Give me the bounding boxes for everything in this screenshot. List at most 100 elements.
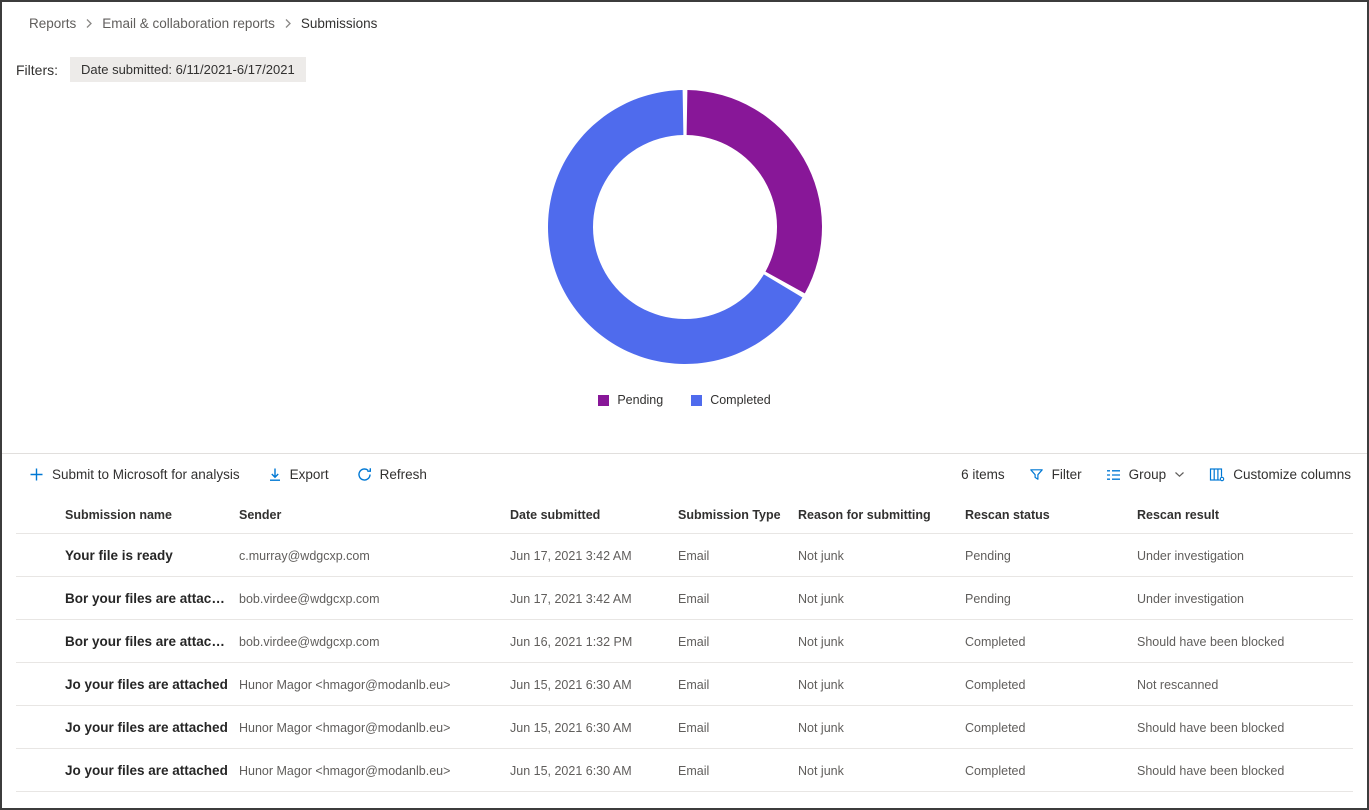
cell-submission-name: Jo your files are attached [16,705,239,749]
table-body: Your file is ready c.murray@wdgcxp.com Jun… [16,533,1353,792]
cell-date-submitted: Jun 15, 2021 6:30 AM [510,748,678,792]
donut-slice-pending[interactable] [686,90,822,294]
filter-button[interactable]: Filter [1029,467,1082,482]
cell-sender: Hunor Magor <hmagor@modanlb.eu> [239,662,510,706]
filter-icon [1029,468,1044,482]
cell-reason-for-submitting: Not junk [798,619,965,663]
cell-reason-for-submitting: Not junk [798,576,965,620]
cell-submission-name: Your file is ready [16,533,239,577]
customize-columns-button[interactable]: Customize columns [1209,467,1351,482]
cell-rescan-status: Completed [965,748,1137,792]
cell-sender: bob.virdee@wdgcxp.com [239,576,510,620]
cell-submission-type: Email [678,533,798,577]
items-count: 6 items [961,467,1005,482]
cell-submission-type: Email [678,748,798,792]
cell-submission-type: Email [678,576,798,620]
chevron-right-icon [284,18,292,29]
column-header[interactable]: Submission name [16,495,239,534]
cell-reason-for-submitting: Not junk [798,748,965,792]
cell-sender: Hunor Magor <hmagor@modanlb.eu> [239,748,510,792]
cell-rescan-status: Pending [965,576,1137,620]
customize-columns-icon [1209,467,1225,482]
table-row[interactable]: Jo your files are attached Hunor Magor <h… [16,705,1353,749]
cell-sender: bob.virdee@wdgcxp.com [239,619,510,663]
column-header[interactable]: Submission Type [678,495,798,534]
column-header[interactable]: Rescan status [965,495,1137,534]
table-row[interactable]: Jo your files are attached Hunor Magor <h… [16,662,1353,706]
donut-chart[interactable] [545,87,825,367]
export-icon [268,467,282,482]
breadcrumb: Reports Email & collaboration reports Su… [2,2,1367,31]
column-header[interactable]: Sender [239,495,510,534]
breadcrumb-submissions[interactable]: Submissions [300,16,378,31]
refresh-button[interactable]: Refresh [357,467,427,482]
chart-area: Pending Completed [2,87,1367,407]
toolbar-left: Submit to Microsoft for analysis Export … [29,467,427,482]
breadcrumb-email-collab-reports[interactable]: Email & collaboration reports [102,16,275,31]
filters-row: Filters: Date submitted: 6/11/2021-6/17/… [2,31,1367,82]
donut-slice-completed[interactable] [547,90,802,364]
chart-legend: Pending Completed [598,393,771,407]
submit-to-microsoft-label: Submit to Microsoft for analysis [52,467,240,482]
legend-item-completed[interactable]: Completed [691,393,771,407]
cell-reason-for-submitting: Not junk [798,705,965,749]
toolbar-right: 6 items Filter Group Cust [961,467,1351,482]
chevron-right-icon [85,18,93,29]
cell-rescan-status: Completed [965,705,1137,749]
cell-rescan-status: Completed [965,619,1137,663]
cell-rescan-result: Under investigation [1137,533,1353,577]
column-header[interactable]: Rescan result [1137,495,1353,534]
group-icon [1106,468,1121,482]
table-row[interactable]: Jo your files are attached Hunor Magor <h… [16,748,1353,792]
cell-reason-for-submitting: Not junk [798,533,965,577]
cell-date-submitted: Jun 15, 2021 6:30 AM [510,662,678,706]
chevron-down-icon [1174,471,1185,478]
breadcrumb-reports[interactable]: Reports [29,16,77,31]
refresh-icon [357,467,372,482]
cell-submission-name: Bor your files are attached [16,576,239,620]
cell-rescan-status: Completed [965,662,1137,706]
table-row[interactable]: Your file is ready c.murray@wdgcxp.com Jun… [16,533,1353,577]
cell-submission-type: Email [678,705,798,749]
cell-submission-name: Jo your files are attached [16,662,239,706]
export-button[interactable]: Export [268,467,329,482]
table-row[interactable]: Bor your files are attached bob.virdee@wd… [16,576,1353,620]
column-header[interactable]: Date submitted [510,495,678,534]
cell-date-submitted: Jun 17, 2021 3:42 AM [510,533,678,577]
legend-swatch [691,394,703,406]
table-row[interactable]: Bor your files are attached bob.virdee@wd… [16,619,1353,663]
customize-columns-label: Customize columns [1233,467,1351,482]
group-label: Group [1128,467,1167,482]
legend-swatch [598,394,610,406]
legend-label: Completed [710,393,771,407]
group-button[interactable]: Group [1106,467,1186,482]
cell-submission-name: Bor your files are attached [16,619,239,663]
filter-label: Filter [1051,467,1082,482]
column-header[interactable]: Reason for submitting [798,495,965,534]
cell-submission-type: Email [678,662,798,706]
cell-rescan-result: Should have been blocked [1137,705,1353,749]
cell-sender: c.murray@wdgcxp.com [239,533,510,577]
legend-label: Pending [617,393,664,407]
refresh-label: Refresh [379,467,427,482]
cell-sender: Hunor Magor <hmagor@modanlb.eu> [239,705,510,749]
legend-item-pending[interactable]: Pending [598,393,663,407]
cell-submission-type: Email [678,619,798,663]
cell-rescan-status: Pending [965,533,1137,577]
submit-to-microsoft-button[interactable]: Submit to Microsoft for analysis [29,467,240,482]
cell-rescan-result: Not rescanned [1137,662,1353,706]
submissions-table: Submission name Sender Date submitted Submi… [16,495,1353,792]
filters-label: Filters: [16,61,58,78]
toolbar: Submit to Microsoft for analysis Export … [2,453,1367,495]
cell-submission-name: Jo your files are attached [16,748,239,792]
cell-rescan-result: Should have been blocked [1137,748,1353,792]
cell-date-submitted: Jun 16, 2021 1:32 PM [510,619,678,663]
export-label: Export [289,467,329,482]
date-filter-chip[interactable]: Date submitted: 6/11/2021-6/17/2021 [70,57,306,82]
cell-reason-for-submitting: Not junk [798,662,965,706]
cell-date-submitted: Jun 15, 2021 6:30 AM [510,705,678,749]
plus-icon [29,467,44,482]
submissions-table-wrap: Submission name Sender Date submitted Submi… [2,495,1367,792]
cell-date-submitted: Jun 17, 2021 3:42 AM [510,576,678,620]
